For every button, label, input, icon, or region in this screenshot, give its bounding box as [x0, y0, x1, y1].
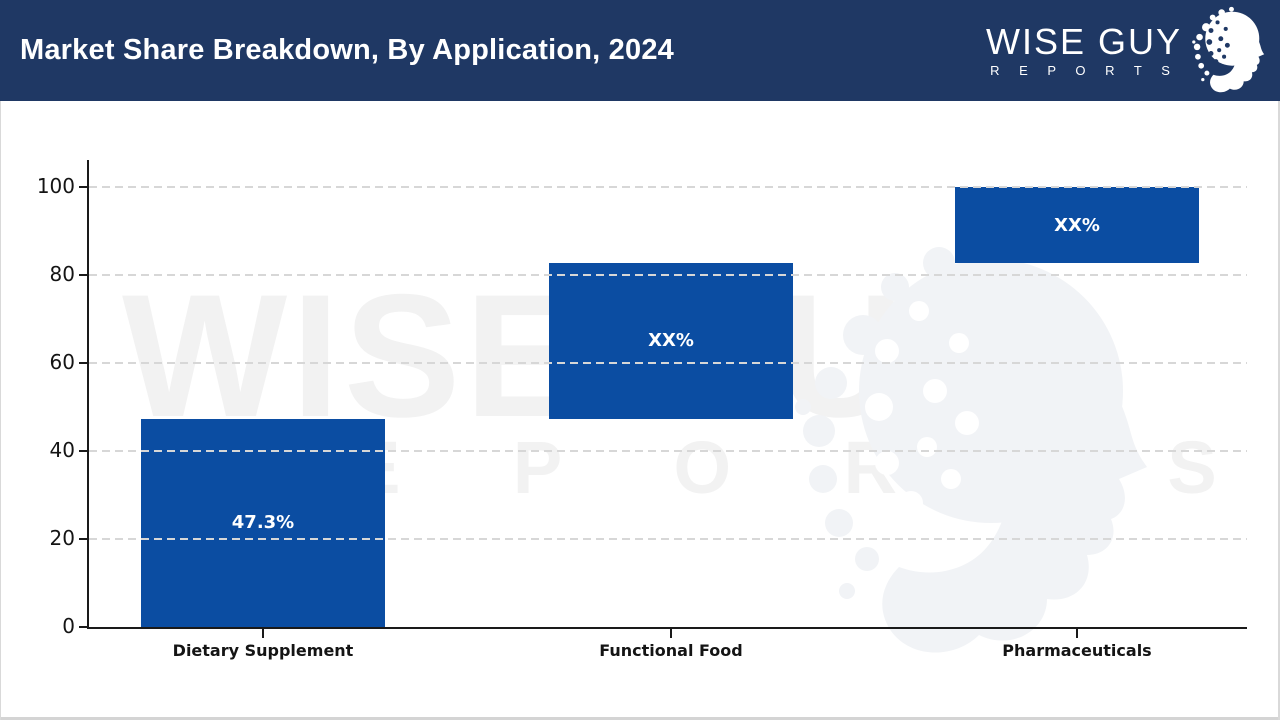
- y-tick-mark: [79, 186, 87, 188]
- y-tick-mark: [79, 538, 87, 540]
- y-axis-line: [87, 160, 89, 629]
- y-tick-mark: [79, 450, 87, 452]
- logo-head-icon: [1192, 6, 1265, 92]
- x-tick-mark: [1076, 629, 1078, 638]
- logo-wordmark: WISE GUY: [985, 21, 1182, 63]
- y-tick-label: 100: [36, 174, 75, 198]
- x-tick-mark: [670, 629, 672, 638]
- header-bar: Market Share Breakdown, By Application, …: [0, 0, 1280, 101]
- bar-value-label: XX%: [1054, 214, 1100, 236]
- y-tick-label: 80: [49, 262, 75, 286]
- bar-segment: XX%: [549, 263, 793, 419]
- bar-value-label: XX%: [648, 330, 694, 352]
- bar-segment: 47.3%: [141, 418, 385, 627]
- bar-value-label: 47.3%: [231, 512, 295, 534]
- gridline: [89, 186, 1247, 188]
- chart-title: Market Share Breakdown, By Application, …: [20, 34, 674, 66]
- x-category-label: Functional Food: [599, 641, 743, 660]
- page-border-bottom: [0, 717, 1280, 720]
- y-tick-mark: [79, 626, 87, 628]
- x-category-label: Pharmaceuticals: [1002, 641, 1152, 660]
- gridline: [89, 538, 1247, 540]
- gridline: [89, 450, 1247, 452]
- bar-segment: XX%: [955, 187, 1199, 264]
- y-tick-label: 20: [49, 526, 75, 550]
- chart-area: WISE GUY R E P O R T S 47.3% XX% XX% 0 20: [0, 101, 1280, 720]
- y-tick-mark: [79, 274, 87, 276]
- x-category-label: Dietary Supplement: [172, 641, 354, 660]
- y-tick-label: 60: [49, 350, 75, 374]
- x-tick-mark: [262, 629, 264, 638]
- gridline: [89, 362, 1247, 364]
- gridline: [89, 274, 1247, 276]
- y-tick-label: 0: [62, 614, 75, 638]
- logo-text: WISE GUY R E P O R T S: [986, 23, 1182, 78]
- logo-subtext: R E P O R T S: [990, 62, 1178, 78]
- wiseguy-logo: WISE GUY R E P O R T S: [986, 0, 1270, 101]
- x-axis-line: [87, 627, 1247, 629]
- page-border-left: [0, 101, 1, 720]
- y-tick-label: 40: [49, 438, 75, 462]
- page-border-right: [1278, 101, 1280, 720]
- y-tick-mark: [79, 362, 87, 364]
